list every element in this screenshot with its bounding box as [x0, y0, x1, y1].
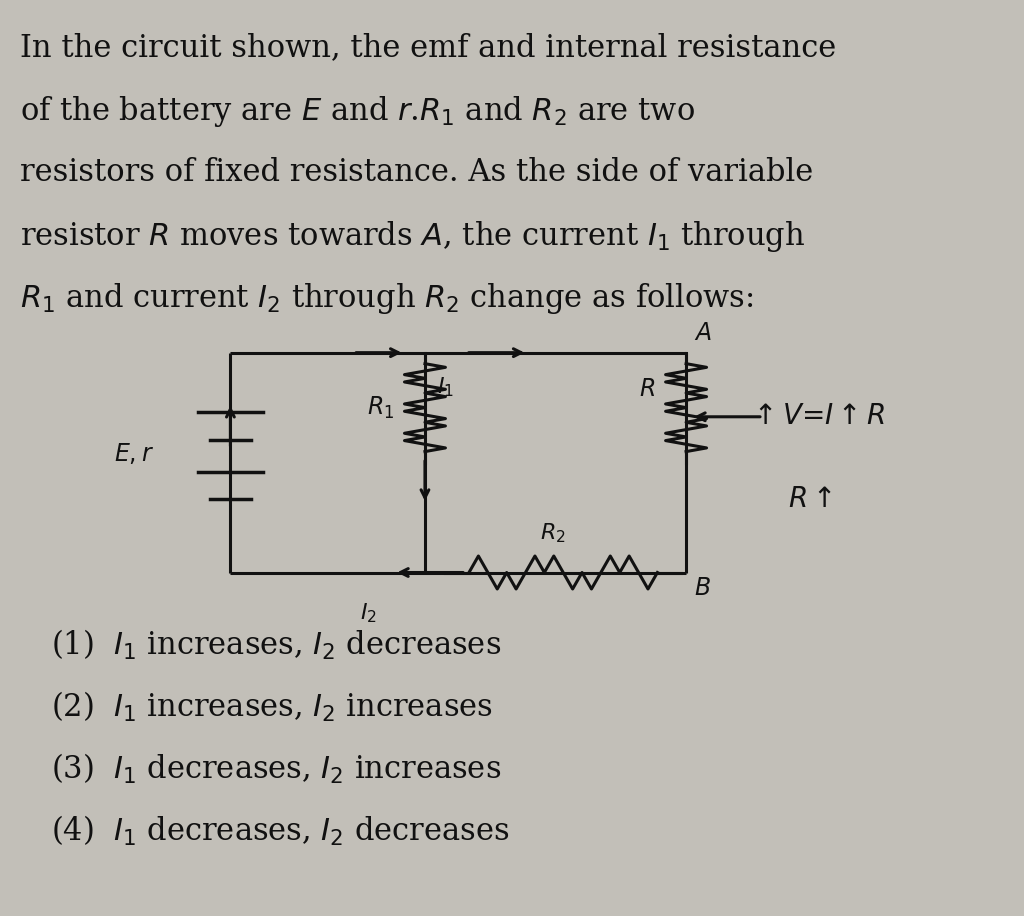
Text: $E,r$: $E,r$: [114, 441, 154, 466]
Text: (2)  $I_1$ increases, $I_2$ increases: (2) $I_1$ increases, $I_2$ increases: [51, 690, 494, 724]
Text: (1)  $I_1$ increases, $I_2$ decreases: (1) $I_1$ increases, $I_2$ decreases: [51, 627, 502, 661]
Text: (3)  $I_1$ decreases, $I_2$ increases: (3) $I_1$ decreases, $I_2$ increases: [51, 752, 502, 786]
Text: resistor $R$ moves towards $A$, the current $I_1$ through: resistor $R$ moves towards $A$, the curr…: [20, 219, 806, 254]
Text: $R_1$: $R_1$: [367, 395, 394, 420]
Text: $I_2$: $I_2$: [360, 602, 377, 626]
Text: of the battery are $E$ and $r$.$R_1$ and $R_2$ are two: of the battery are $E$ and $r$.$R_1$ and…: [20, 94, 695, 129]
Text: $A$: $A$: [694, 322, 712, 345]
Text: $R$: $R$: [639, 377, 655, 401]
Text: (4)  $I_1$ decreases, $I_2$ decreases: (4) $I_1$ decreases, $I_2$ decreases: [51, 814, 510, 848]
Text: $R$$\uparrow$: $R$$\uparrow$: [788, 485, 833, 513]
Text: In the circuit shown, the emf and internal resistance: In the circuit shown, the emf and intern…: [20, 32, 837, 63]
Text: $\uparrow$$V$=$I$$\uparrow$$R$: $\uparrow$$V$=$I$$\uparrow$$R$: [748, 403, 885, 431]
Text: resistors of fixed resistance. As the side of variable: resistors of fixed resistance. As the si…: [20, 157, 814, 188]
Text: $R_1$ and current $I_2$ through $R_2$ change as follows:: $R_1$ and current $I_2$ through $R_2$ ch…: [20, 281, 754, 316]
Text: $B$: $B$: [694, 577, 711, 600]
Text: $R_2$: $R_2$: [540, 521, 566, 545]
Text: $I_1$: $I_1$: [437, 376, 455, 399]
